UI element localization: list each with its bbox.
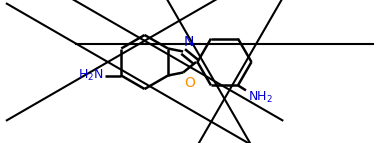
Text: N: N xyxy=(184,34,194,48)
Text: NH$_2$: NH$_2$ xyxy=(248,90,273,106)
Text: H$_2$N: H$_2$N xyxy=(78,68,103,83)
Text: O: O xyxy=(184,76,195,90)
